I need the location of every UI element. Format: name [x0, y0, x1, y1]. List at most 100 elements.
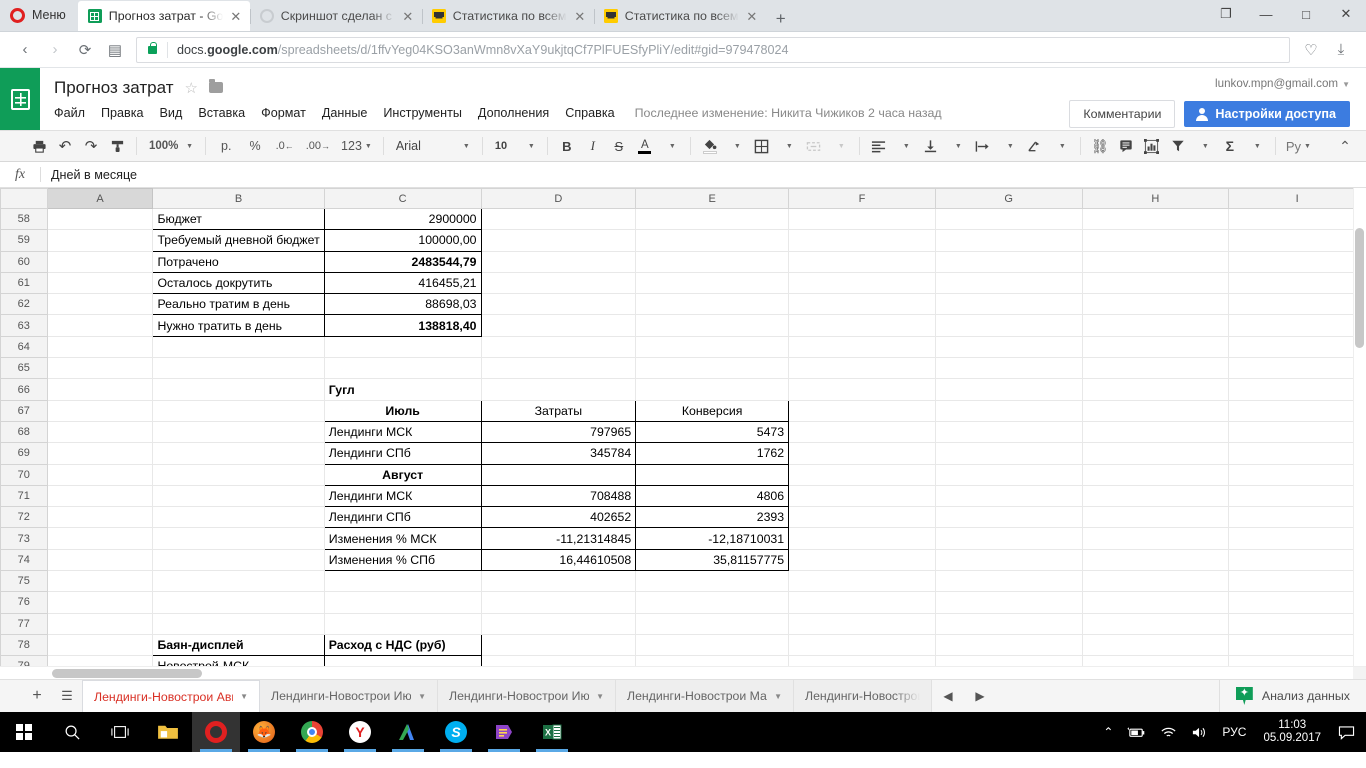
cell-E59[interactable] [635, 229, 790, 252]
cell-B75[interactable] [152, 570, 325, 593]
cell-D58[interactable] [481, 208, 637, 231]
cell-F72[interactable] [788, 506, 936, 529]
cell-B58[interactable]: Бюджет [152, 207, 325, 231]
rotation-dropdown-icon[interactable]: ▼ [1058, 142, 1066, 150]
cell-C68[interactable]: Лендинги МСК [323, 420, 482, 444]
column-header-D[interactable]: D [480, 188, 637, 209]
cell-B76[interactable] [152, 591, 325, 614]
menu-item-file[interactable]: Файл [54, 106, 85, 120]
cell-A62[interactable] [47, 293, 154, 316]
cell-A66[interactable] [47, 378, 154, 401]
cell-C79[interactable] [323, 655, 482, 666]
bookmark-icon[interactable]: ♡ [1304, 41, 1318, 59]
cell-B72[interactable] [152, 506, 325, 529]
cell-I63[interactable] [1228, 314, 1366, 337]
cell-H71[interactable] [1082, 485, 1230, 508]
task-view-button[interactable] [96, 712, 144, 752]
cell-F76[interactable] [788, 591, 936, 614]
cell-D76[interactable] [481, 591, 637, 614]
decrease-decimal-button[interactable]: .0 ← [275, 140, 294, 152]
text-rotation-icon[interactable] [1022, 133, 1048, 159]
row-header-63[interactable]: 63 [0, 314, 48, 337]
cell-H59[interactable] [1082, 229, 1230, 252]
row-header-72[interactable]: 72 [0, 506, 48, 529]
print-icon[interactable] [26, 133, 52, 159]
forward-icon[interactable]: › [52, 41, 58, 58]
row-header-73[interactable]: 73 [0, 527, 48, 550]
row-header-60[interactable]: 60 [0, 250, 48, 273]
cell-A72[interactable] [47, 506, 154, 529]
cell-C59[interactable]: 100000,00 [323, 229, 482, 252]
row-header-78[interactable]: 78 [0, 633, 48, 657]
cell-I58[interactable] [1228, 208, 1366, 231]
start-button[interactable] [0, 712, 48, 752]
scroll-sheets-right-icon[interactable]: ▶ [975, 689, 985, 703]
cell-E75[interactable] [635, 570, 790, 593]
browser-tab-2[interactable]: Статистика по всем камп ✕ [421, 1, 594, 31]
cell-C58[interactable]: 2900000 [323, 207, 482, 231]
taskbar-clock[interactable]: 11:03 05.09.2017 [1253, 719, 1331, 745]
cell-C71[interactable]: Лендинги МСК [323, 484, 482, 508]
menu-item-insert[interactable]: Вставка [198, 106, 246, 120]
download-icon[interactable]: ⤓ [1337, 41, 1345, 58]
language-indicator[interactable]: РУС [1222, 725, 1247, 739]
cell-H65[interactable] [1082, 357, 1230, 380]
cell-C74[interactable]: Изменения % СПб [323, 548, 482, 572]
insert-comment-icon[interactable] [1113, 133, 1139, 159]
cell-F63[interactable] [788, 314, 936, 337]
cell-G64[interactable] [935, 336, 1083, 359]
cell-D68[interactable]: 797965 [480, 420, 637, 444]
browser-tab-3[interactable]: Статистика по всем камп ✕ [593, 1, 766, 31]
menu-item-format[interactable]: Формат [261, 106, 306, 120]
cell-E78[interactable] [635, 634, 790, 657]
currency-format-button[interactable]: р. [221, 139, 232, 153]
cell-F68[interactable] [788, 421, 936, 444]
formula-input[interactable]: Дней в месяце [51, 167, 138, 182]
row-header-77[interactable]: 77 [0, 612, 48, 635]
cell-C77[interactable] [324, 613, 482, 635]
cell-B74[interactable] [152, 549, 325, 572]
cell-E76[interactable] [635, 591, 790, 614]
cell-F77[interactable] [788, 613, 936, 635]
cell-B59[interactable]: Требуемый дневной бюджет [152, 229, 325, 252]
cell-E66[interactable] [635, 378, 790, 401]
cell-H69[interactable] [1082, 442, 1230, 465]
number-format-select[interactable]: 123 ▼ [341, 139, 372, 153]
row-header-79[interactable]: 79 [0, 655, 48, 666]
cell-C76[interactable] [324, 591, 482, 614]
cell-G75[interactable] [935, 570, 1083, 593]
cell-A75[interactable] [47, 570, 154, 593]
chevron-down-icon[interactable]: ▼ [418, 691, 426, 701]
cell-G73[interactable] [935, 527, 1083, 550]
cell-C64[interactable] [324, 336, 482, 359]
minimize-window-icon[interactable]: — [1259, 6, 1273, 22]
cell-A78[interactable] [47, 634, 154, 657]
cell-H58[interactable] [1082, 208, 1230, 231]
row-header-65[interactable]: 65 [0, 357, 48, 380]
increase-decimal-button[interactable]: .00 → [305, 140, 331, 152]
cell-E70[interactable] [635, 463, 790, 486]
cell-G60[interactable] [935, 251, 1083, 273]
scroll-sheets-left-icon[interactable]: ◀ [943, 689, 953, 703]
cell-I64[interactable] [1228, 336, 1366, 359]
italic-button[interactable]: I [590, 138, 596, 153]
cell-G58[interactable] [935, 208, 1083, 231]
cell-E71[interactable]: 4806 [635, 484, 790, 508]
cell-B65[interactable] [152, 357, 325, 380]
menu-item-view[interactable]: Вид [159, 106, 183, 120]
cell-H61[interactable] [1082, 272, 1230, 295]
cell-E62[interactable] [635, 293, 790, 316]
text-color-button[interactable]: A [632, 133, 658, 159]
cell-F65[interactable] [788, 357, 936, 380]
cell-I79[interactable] [1228, 655, 1366, 666]
cell-B68[interactable] [152, 421, 325, 444]
cell-E74[interactable]: 35,81157775 [635, 548, 790, 572]
taskbar-purple-app-icon[interactable] [480, 712, 528, 752]
cell-H76[interactable] [1082, 591, 1230, 614]
fill-color-dropdown-icon[interactable]: ▼ [733, 142, 741, 150]
cell-A60[interactable] [47, 251, 154, 273]
volume-icon[interactable] [1184, 726, 1215, 739]
cell-E73[interactable]: -12,18710031 [635, 527, 790, 550]
text-wrap-icon[interactable] [970, 133, 996, 159]
cell-G61[interactable] [935, 272, 1083, 295]
